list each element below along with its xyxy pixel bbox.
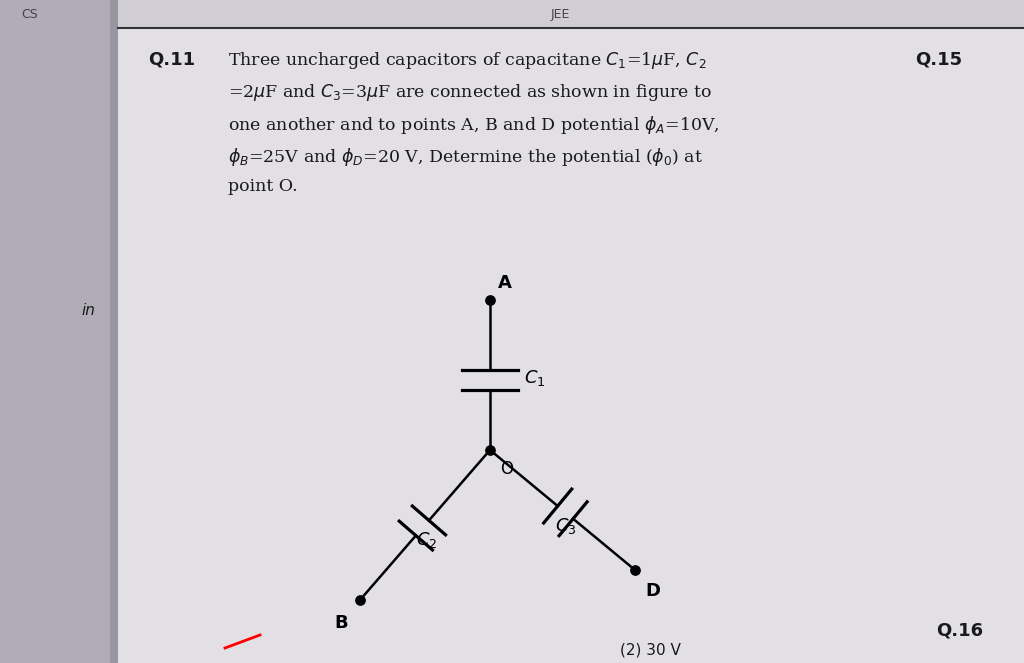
- Text: $\phi_B$=25V and $\phi_D$=20 V, Determine the potential ($\phi_0$) at: $\phi_B$=25V and $\phi_D$=20 V, Determin…: [228, 146, 703, 168]
- Point: [627, 565, 643, 575]
- Text: B: B: [335, 614, 348, 632]
- Text: Q.16: Q.16: [936, 621, 984, 639]
- Bar: [118, 0, 1024, 663]
- Text: $C_2$: $C_2$: [417, 530, 437, 550]
- Point: [482, 445, 499, 455]
- Text: one another and to points A, B and D potential $\phi_A$=10V,: one another and to points A, B and D pot…: [228, 114, 720, 136]
- Text: =2$\mu$F and $C_3$=3$\mu$F are connected as shown in figure to: =2$\mu$F and $C_3$=3$\mu$F are connected…: [228, 82, 713, 103]
- Point: [352, 595, 369, 605]
- Text: Q.15: Q.15: [915, 50, 963, 68]
- Text: O: O: [500, 460, 513, 478]
- Text: in: in: [81, 302, 95, 318]
- Text: A: A: [498, 274, 512, 292]
- Bar: [118, 0, 1024, 28]
- Bar: [0, 0, 115, 663]
- Text: JEE: JEE: [550, 7, 569, 21]
- Text: D: D: [645, 582, 660, 600]
- Text: (2) 30 V: (2) 30 V: [620, 642, 680, 658]
- Text: $C_3$: $C_3$: [555, 516, 577, 536]
- Text: point O.: point O.: [228, 178, 298, 195]
- Text: Three uncharged capacitors of capacitane $C_1$=1$\mu$F, $C_2$: Three uncharged capacitors of capacitane…: [228, 50, 707, 71]
- Text: CS: CS: [22, 7, 38, 21]
- Bar: [110, 0, 118, 663]
- Point: [482, 294, 499, 305]
- Text: Q.11: Q.11: [148, 50, 196, 68]
- Text: $C_1$: $C_1$: [524, 368, 546, 388]
